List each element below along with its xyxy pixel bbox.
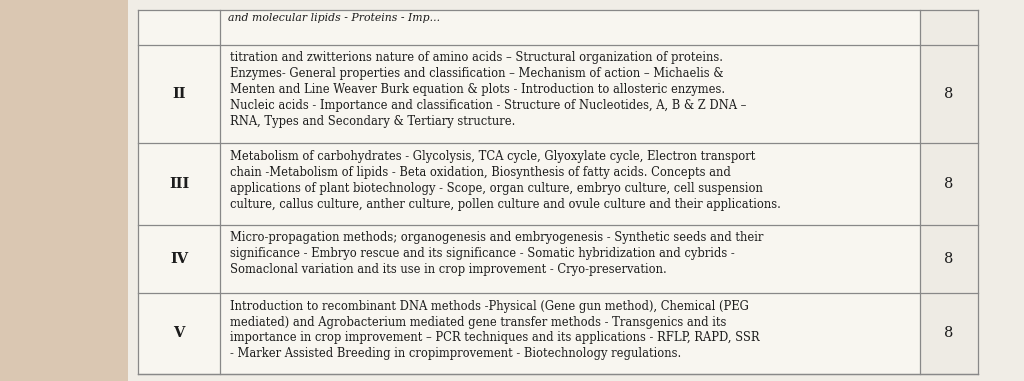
Text: II: II bbox=[172, 87, 186, 101]
Text: V: V bbox=[173, 327, 185, 341]
Text: and molecular lipids - Proteins - Imp...: and molecular lipids - Proteins - Imp... bbox=[228, 13, 440, 22]
Text: significance - Embryo rescue and its significance - Somatic hybridization and cy: significance - Embryo rescue and its sig… bbox=[230, 247, 735, 260]
Text: Somaclonal variation and its use in crop improvement - Cryo-preservation.: Somaclonal variation and its use in crop… bbox=[230, 263, 668, 276]
Text: culture, callus culture, anther culture, pollen culture and ovule culture and th: culture, callus culture, anther culture,… bbox=[230, 198, 781, 211]
Text: importance in crop improvement – PCR techniques and its applications - RFLP, RAP: importance in crop improvement – PCR tec… bbox=[230, 331, 760, 344]
Text: Metabolism of carbohydrates - Glycolysis, TCA cycle, Glyoxylate cycle, Electron : Metabolism of carbohydrates - Glycolysis… bbox=[230, 150, 756, 163]
Bar bbox=[920, 10, 978, 374]
Text: Menten and Line Weaver Burk equation & plots - Introduction to allosteric enzyme: Menten and Line Weaver Burk equation & p… bbox=[230, 83, 726, 96]
Text: 8: 8 bbox=[944, 252, 953, 266]
Text: RNA, Types and Secondary & Tertiary structure.: RNA, Types and Secondary & Tertiary stru… bbox=[230, 115, 516, 128]
Text: III: III bbox=[169, 177, 189, 191]
Text: mediated) and Agrobacterium mediated gene transfer methods - Transgenics and its: mediated) and Agrobacterium mediated gen… bbox=[230, 315, 727, 328]
Bar bbox=[0, 0, 128, 381]
Text: 8: 8 bbox=[944, 177, 953, 191]
Bar bbox=[138, 10, 978, 374]
Text: Introduction to recombinant DNA methods -Physical (Gene gun method), Chemical (P: Introduction to recombinant DNA methods … bbox=[230, 300, 750, 313]
Text: titration and zwitterions nature of amino acids – Structural organization of pro: titration and zwitterions nature of amin… bbox=[230, 51, 723, 64]
Text: Micro-propagation methods; organogenesis and embryogenesis - Synthetic seeds and: Micro-propagation methods; organogenesis… bbox=[230, 232, 764, 245]
Text: 8: 8 bbox=[944, 327, 953, 341]
Text: - Marker Assisted Breeding in cropimprovement - Biotechnology regulations.: - Marker Assisted Breeding in cropimprov… bbox=[230, 347, 682, 360]
Text: IV: IV bbox=[170, 252, 188, 266]
Text: chain -Metabolism of lipids - Beta oxidation, Biosynthesis of fatty acids. Conce: chain -Metabolism of lipids - Beta oxida… bbox=[230, 166, 731, 179]
Text: Nucleic acids - Importance and classification - Structure of Nucleotides, A, B &: Nucleic acids - Importance and classific… bbox=[230, 99, 746, 112]
Text: Enzymes- General properties and classification – Mechanism of action – Michaelis: Enzymes- General properties and classifi… bbox=[230, 67, 724, 80]
Text: 8: 8 bbox=[944, 87, 953, 101]
Text: applications of plant biotechnology - Scope, organ culture, embryo culture, cell: applications of plant biotechnology - Sc… bbox=[230, 182, 763, 195]
